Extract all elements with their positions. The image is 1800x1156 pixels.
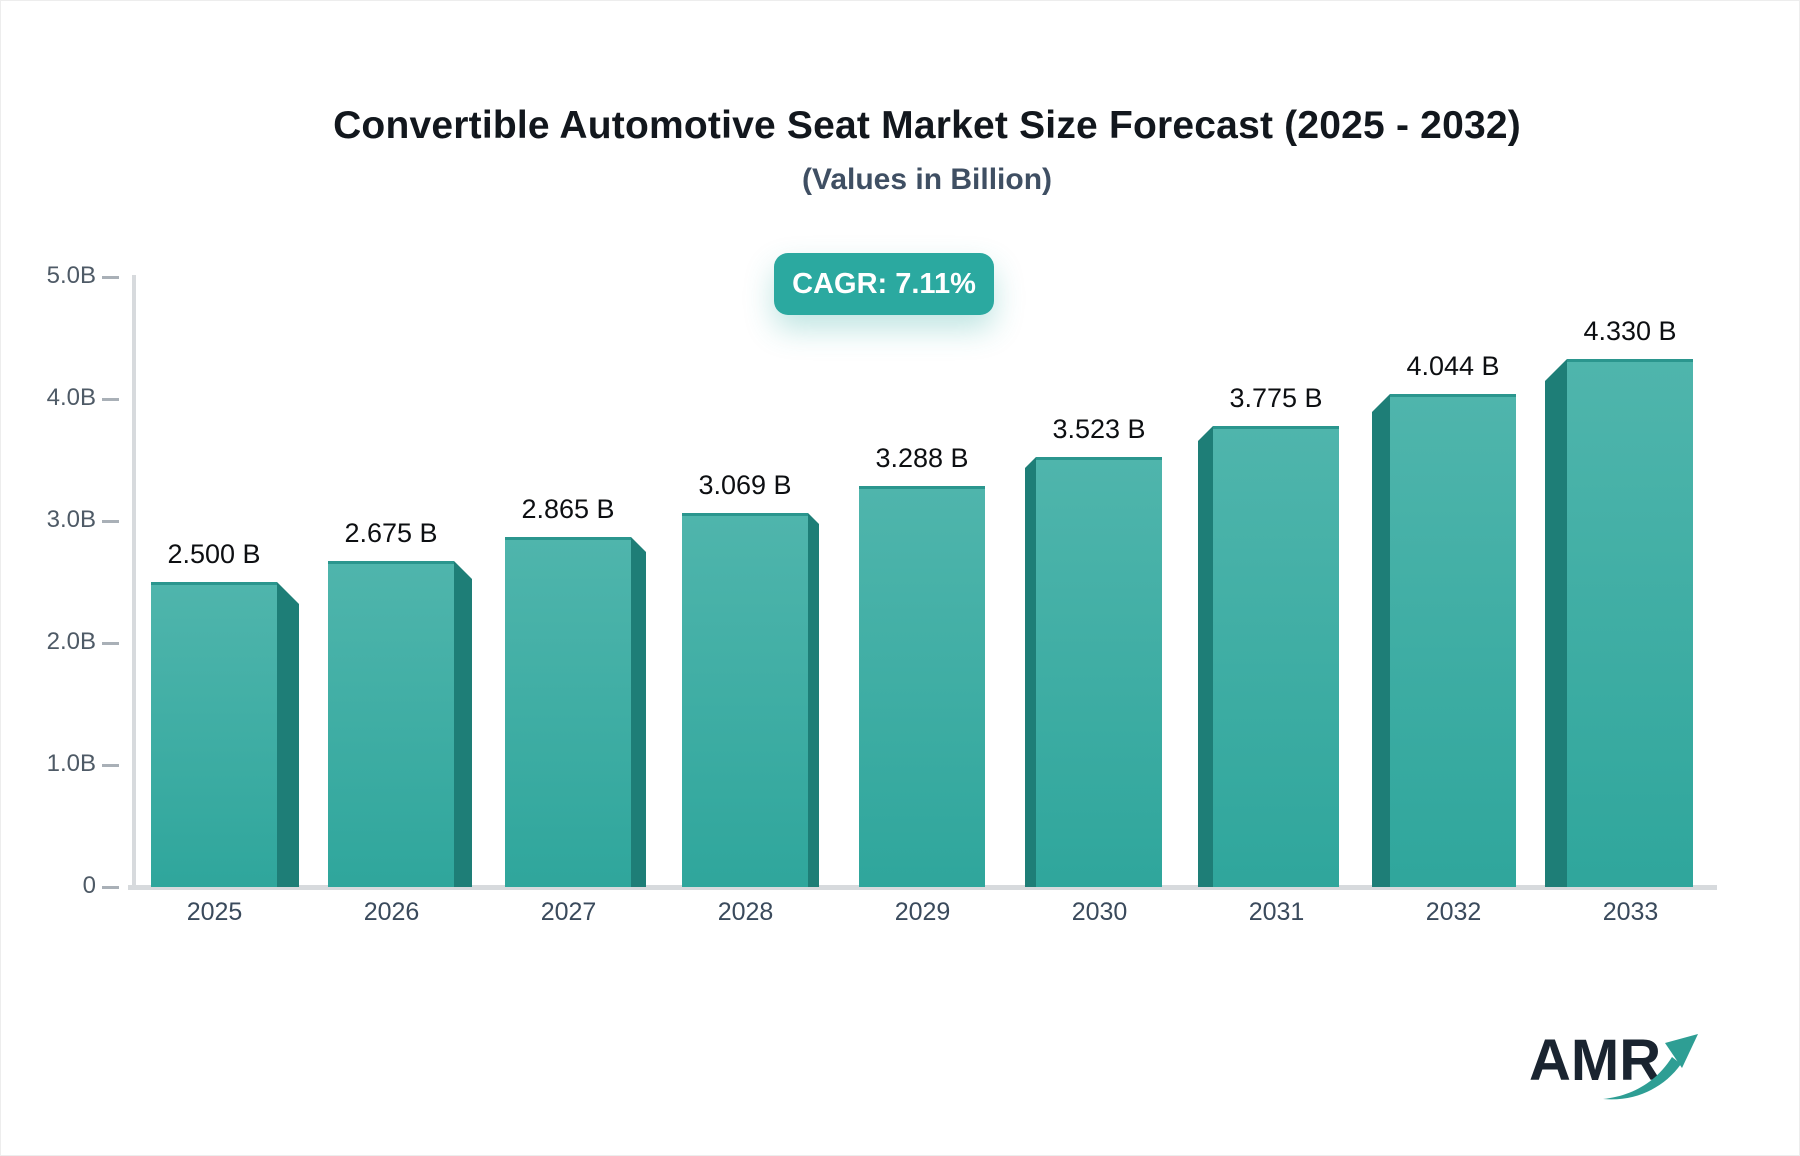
x-axis-label: 2031 — [1248, 898, 1305, 926]
bar-3d-side — [631, 537, 646, 887]
bar-value-label: 2.500 B — [167, 539, 261, 569]
page-title: Convertible Automotive Seat Market Size … — [333, 104, 1521, 147]
bar — [151, 582, 277, 887]
bar — [1390, 394, 1516, 887]
y-axis-label: 3.0B — [46, 506, 96, 533]
amr-logo: AMR — [1523, 1027, 1733, 1117]
x-axis-label: 2026 — [363, 898, 420, 926]
y-axis-tick — [102, 886, 119, 889]
bar-value-label: 4.330 B — [1583, 316, 1677, 346]
bar-value-label: 3.523 B — [1052, 414, 1146, 444]
bar-3d-side — [1372, 394, 1390, 887]
bar-value-label: 2.865 B — [521, 494, 615, 524]
y-axis-tick — [102, 276, 119, 279]
x-axis-label: 2030 — [1071, 898, 1128, 926]
y-axis-tick — [102, 764, 119, 767]
bar — [505, 537, 631, 887]
x-axis-label: 2029 — [894, 898, 951, 926]
bar-value-label: 4.044 B — [1406, 351, 1500, 381]
bar — [682, 513, 808, 887]
y-axis-tick — [102, 642, 119, 645]
bar — [859, 486, 985, 887]
x-axis-label: 2033 — [1602, 898, 1659, 926]
growth-arrow-icon — [1603, 1034, 1698, 1100]
y-axis-label: 2.0B — [46, 628, 96, 655]
x-axis-line — [128, 885, 1717, 890]
y-axis-label: 5.0B — [46, 262, 96, 289]
x-axis-label: 2028 — [717, 898, 774, 926]
bar — [1036, 457, 1162, 887]
bar-value-label: 3.775 B — [1229, 383, 1323, 413]
chart-subtitle: (Values in Billion) — [801, 163, 1053, 196]
bar-3d-side — [454, 561, 472, 887]
bar — [1567, 359, 1693, 887]
bar — [1213, 426, 1339, 887]
bar-3d-side — [808, 513, 819, 887]
bar-value-label: 3.069 B — [698, 470, 792, 500]
y-axis-label: 0 — [82, 872, 96, 899]
bar-3d-side — [1198, 426, 1213, 887]
y-axis-line — [132, 275, 136, 889]
y-axis-label: 1.0B — [46, 750, 96, 777]
bar-3d-side — [277, 582, 299, 887]
y-axis-tick — [102, 398, 119, 401]
amr-logo-text: AMR — [1529, 1028, 1662, 1093]
y-axis-tick — [102, 520, 119, 523]
bar-value-label: 2.675 B — [344, 518, 438, 548]
cagr-badge: CAGR: 7.11% — [774, 253, 994, 315]
bar-3d-side — [1545, 359, 1567, 887]
x-axis-label: 2025 — [186, 898, 243, 926]
y-axis-label: 4.0B — [46, 384, 96, 411]
x-axis-label: 2032 — [1425, 898, 1482, 926]
bar-value-label: 3.288 B — [875, 443, 969, 473]
bar — [328, 561, 454, 887]
x-axis-label: 2027 — [540, 898, 597, 926]
bar-3d-side — [1025, 457, 1036, 887]
